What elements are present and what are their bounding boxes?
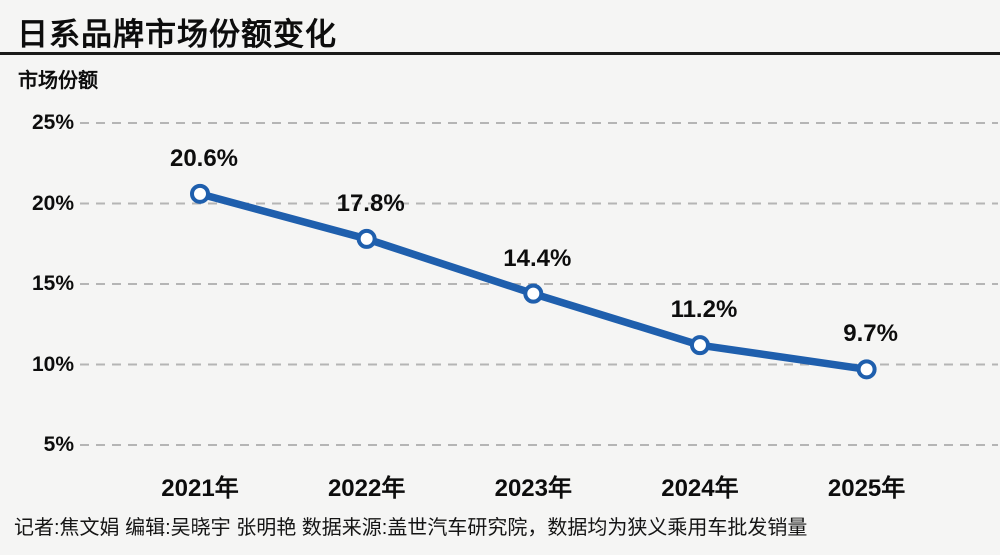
- x-tick-label: 2023年: [494, 475, 572, 502]
- title-divider: [0, 52, 1000, 55]
- data-point-marker: [689, 335, 710, 356]
- y-tick-label: 20%: [31, 191, 74, 215]
- data-point-marker: [356, 228, 377, 249]
- x-tick-label: 2025年: [827, 475, 906, 502]
- x-tick-label: 2021年: [161, 475, 239, 502]
- data-point-label: 14.4%: [503, 244, 572, 272]
- footer-credits: 记者:焦文娟 编辑:吴晓宇 张明艳 数据来源:盖世汽车研究院，数据均为狭义乘用车…: [14, 517, 808, 539]
- y-tick-label: 25%: [31, 111, 74, 134]
- data-point-marker: [856, 359, 877, 380]
- data-point-label: 17.8%: [336, 189, 405, 217]
- chart-title: 日系品牌市场份额变化: [17, 17, 337, 52]
- y-tick-label: 5%: [43, 433, 74, 456]
- data-point-label: 11.2%: [670, 296, 738, 324]
- data-point-label: 20.6%: [169, 144, 239, 172]
- series-line: [196, 190, 871, 374]
- data-point-marker: [523, 283, 544, 304]
- y-tick-label: 15%: [31, 272, 74, 295]
- y-tick-label: 10%: [31, 352, 74, 376]
- data-point-marker: [190, 183, 210, 204]
- x-tick-label: 2024年: [661, 475, 739, 502]
- y-axis-title: 市场份额: [18, 70, 98, 92]
- x-tick-label: 2022年: [327, 475, 406, 502]
- data-point-label: 9.7%: [843, 320, 898, 348]
